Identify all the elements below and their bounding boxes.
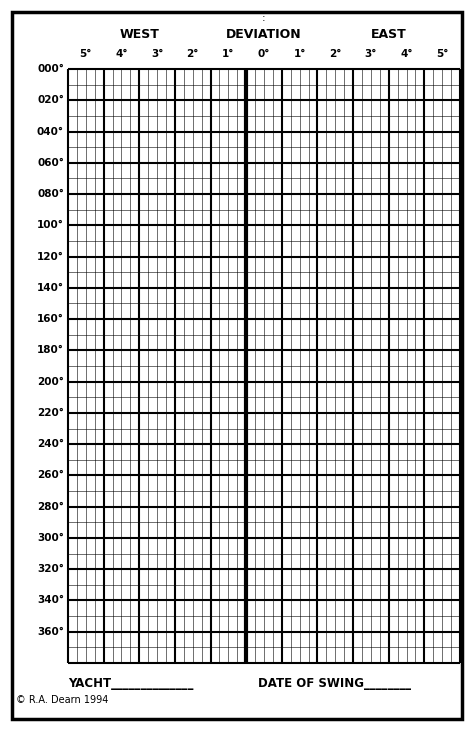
Text: 040°: 040°	[37, 126, 64, 137]
Text: 140°: 140°	[37, 283, 64, 293]
Text: 2°: 2°	[329, 49, 341, 59]
Text: 360°: 360°	[37, 626, 64, 637]
Text: 0°: 0°	[258, 49, 270, 59]
Text: 000°: 000°	[37, 64, 64, 74]
Text: 020°: 020°	[37, 95, 64, 105]
Text: DEVIATION: DEVIATION	[226, 28, 302, 41]
Text: 240°: 240°	[37, 439, 64, 449]
Text: 2°: 2°	[187, 49, 199, 59]
Text: :: :	[262, 13, 266, 23]
Text: 3°: 3°	[151, 49, 163, 59]
Text: 1°: 1°	[222, 49, 235, 59]
Text: 340°: 340°	[37, 596, 64, 605]
Text: 5°: 5°	[80, 49, 92, 59]
Text: 180°: 180°	[37, 345, 64, 355]
Text: 320°: 320°	[37, 564, 64, 575]
Text: DATE OF SWING________: DATE OF SWING________	[258, 677, 411, 690]
Text: 3°: 3°	[365, 49, 377, 59]
Text: 060°: 060°	[37, 158, 64, 168]
Text: 080°: 080°	[37, 189, 64, 199]
Text: 4°: 4°	[401, 49, 413, 59]
Text: 5°: 5°	[436, 49, 448, 59]
Text: 260°: 260°	[37, 471, 64, 480]
Text: 220°: 220°	[37, 408, 64, 418]
Text: 300°: 300°	[37, 533, 64, 543]
Text: EAST: EAST	[371, 28, 407, 41]
Text: © R.A. Dearn 1994: © R.A. Dearn 1994	[16, 695, 109, 705]
Text: WEST: WEST	[119, 28, 159, 41]
Text: 280°: 280°	[37, 501, 64, 512]
Text: 120°: 120°	[37, 251, 64, 262]
Text: YACHT______________: YACHT______________	[68, 677, 193, 690]
Text: 1°: 1°	[293, 49, 306, 59]
Text: 160°: 160°	[37, 314, 64, 324]
Text: 4°: 4°	[115, 49, 128, 59]
Text: 200°: 200°	[37, 376, 64, 387]
Text: 100°: 100°	[37, 220, 64, 230]
